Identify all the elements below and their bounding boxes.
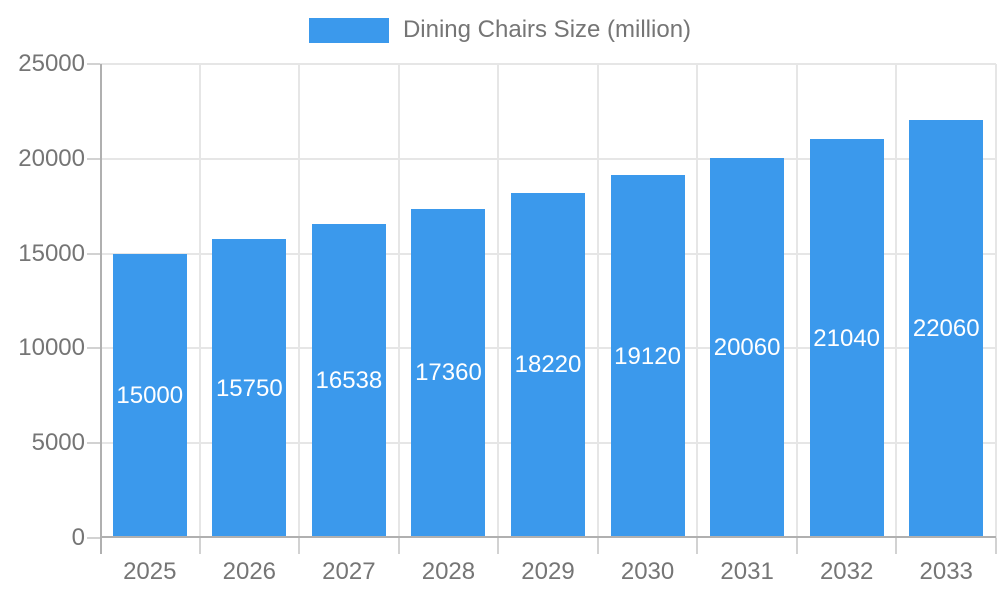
x-tick-label: 2033 [919, 558, 973, 585]
x-tick-label: 2026 [222, 558, 277, 585]
bar-2031[interactable]: 20060 [710, 157, 785, 538]
bar-2029[interactable]: 18220 [511, 192, 585, 538]
x-tick-mark [397, 538, 400, 554]
legend-swatch [308, 17, 389, 43]
v-gridline [397, 64, 400, 538]
bar-2026[interactable]: 15750 [212, 239, 287, 538]
x-tick-label: 2027 [322, 558, 376, 585]
bar-value-label: 16538 [315, 367, 383, 395]
bar-2033[interactable]: 22060 [909, 119, 984, 538]
y-tick-mark [87, 157, 100, 160]
x-tick-mark [596, 538, 599, 554]
x-tick-mark [795, 538, 798, 554]
bar-value-label: 19120 [614, 342, 681, 370]
bar-2028[interactable]: 17360 [411, 208, 486, 538]
y-tick-label: 25000 [18, 50, 85, 77]
y-tick-mark [87, 537, 100, 539]
x-tick-label: 2029 [521, 558, 575, 585]
v-gridline [696, 64, 699, 538]
bar-value-label: 18220 [514, 351, 582, 379]
x-tick-mark [497, 538, 500, 554]
h-gridline [100, 63, 996, 65]
x-tick-label: 2028 [421, 558, 476, 585]
v-gridline [298, 64, 301, 538]
x-tick-mark [895, 538, 898, 554]
bar-2027[interactable]: 16538 [311, 224, 386, 538]
v-gridline [596, 64, 599, 538]
h-gridline [100, 157, 996, 160]
legend[interactable]: Dining Chairs Size (million) [0, 16, 1000, 44]
y-tick-label: 15000 [18, 239, 85, 267]
y-tick-mark [87, 63, 100, 65]
y-tick-label: 20000 [18, 144, 85, 172]
y-tick-label: 5000 [31, 429, 85, 457]
v-gridline [497, 64, 500, 538]
x-axis-line [100, 536, 996, 538]
bar-value-label: 20060 [713, 333, 781, 361]
bar-2032[interactable]: 21040 [809, 139, 884, 538]
bar-value-label: 22060 [912, 314, 980, 342]
bar-value-label: 21040 [813, 324, 881, 352]
x-tick-mark [298, 538, 301, 554]
x-tick-label: 2025 [123, 558, 177, 585]
bar-value-label: 15750 [215, 374, 283, 402]
v-gridline [895, 64, 898, 538]
v-gridline [995, 64, 997, 538]
bar-value-label: 15000 [116, 381, 184, 409]
bar-2030[interactable]: 19120 [610, 175, 685, 538]
x-tick-label: 2032 [819, 558, 874, 585]
x-tick-mark [696, 538, 699, 554]
x-tick-mark [995, 538, 997, 554]
legend-label: Dining Chairs Size (million) [402, 16, 692, 43]
y-tick-mark [87, 347, 100, 350]
y-tick-label: 10000 [18, 334, 85, 362]
bar-2025[interactable]: 15000 [112, 253, 187, 538]
x-tick-label: 2030 [620, 558, 675, 585]
v-gridline [198, 64, 201, 538]
plot-area: 15000 15750 16538 17360 18220 19120 20060 21040… [87, 63, 997, 554]
x-tick-label: 2031 [720, 558, 774, 585]
y-axis-line [100, 64, 102, 554]
y-tick-label: 0 [71, 524, 85, 551]
y-tick-mark [87, 442, 100, 445]
y-tick-mark [87, 252, 100, 255]
x-tick-mark [198, 538, 201, 554]
v-gridline [795, 64, 798, 538]
bar-value-label: 17360 [415, 359, 482, 387]
